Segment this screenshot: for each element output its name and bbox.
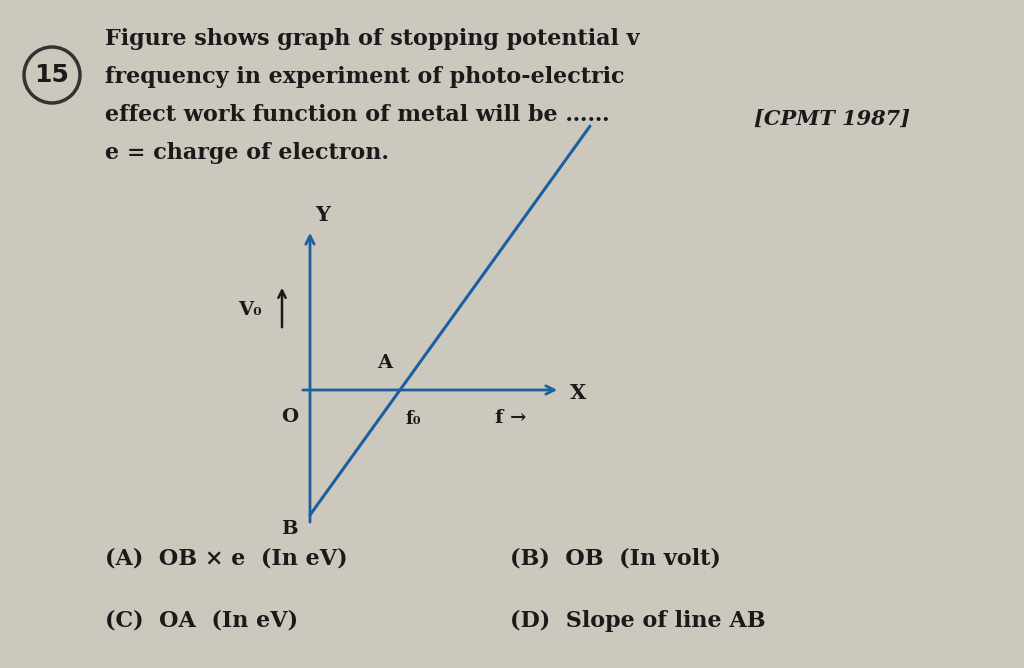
Text: frequency in experiment of photo-electric: frequency in experiment of photo-electri…	[105, 66, 625, 88]
Text: (D)  Slope of line AB: (D) Slope of line AB	[510, 610, 766, 632]
Text: Figure shows graph of stopping potential v: Figure shows graph of stopping potential…	[105, 28, 640, 50]
Text: (C)  OA  (In eV): (C) OA (In eV)	[105, 610, 298, 632]
Text: V₀: V₀	[239, 301, 262, 319]
Text: A: A	[377, 354, 392, 372]
Text: e = charge of electron.: e = charge of electron.	[105, 142, 389, 164]
Text: 15: 15	[35, 63, 70, 87]
Text: X: X	[570, 383, 587, 403]
Text: O: O	[281, 408, 298, 426]
Text: effect work function of metal will be ……: effect work function of metal will be ……	[105, 104, 609, 126]
Text: f →: f →	[495, 409, 526, 427]
Text: [CPMT 1987]: [CPMT 1987]	[754, 109, 910, 129]
Text: Y: Y	[315, 205, 330, 225]
Text: f₀: f₀	[406, 410, 421, 428]
Text: (A)  OB × e  (In eV): (A) OB × e (In eV)	[105, 548, 347, 570]
Text: (B)  OB  (In volt): (B) OB (In volt)	[510, 548, 721, 570]
Text: B: B	[282, 520, 298, 538]
